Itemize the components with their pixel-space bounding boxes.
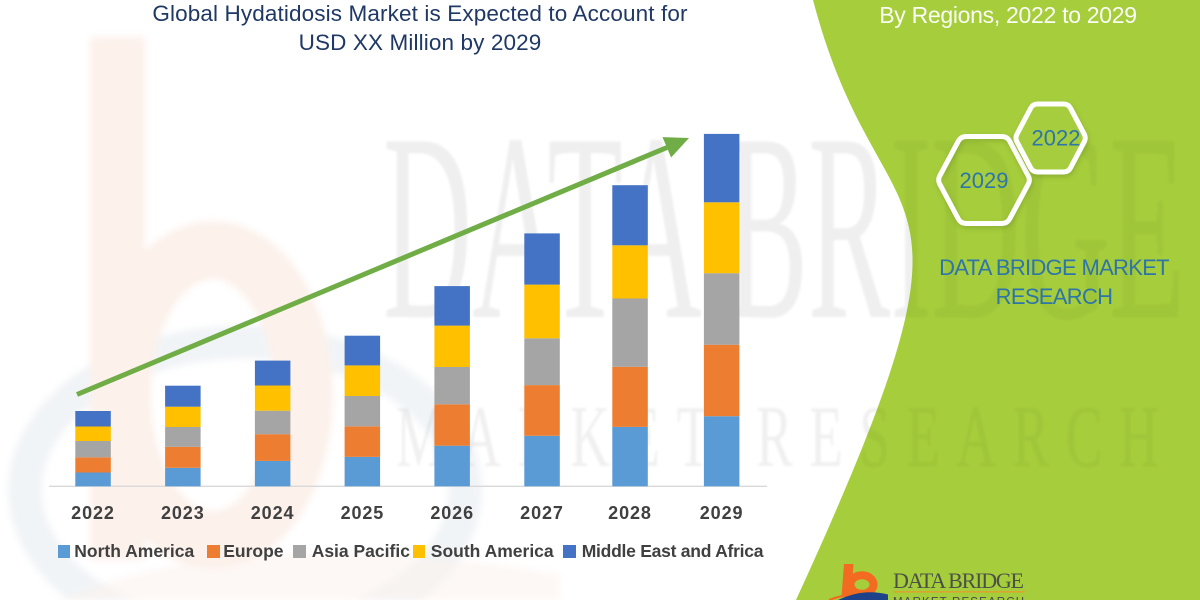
svg-text:DATA BRIDGE: DATA BRIDGE	[893, 568, 1024, 593]
svg-text:2029: 2029	[960, 168, 1009, 193]
svg-text:2022: 2022	[1032, 126, 1081, 151]
svg-text:MARKET RESEARCH: MARKET RESEARCH	[893, 597, 1024, 600]
